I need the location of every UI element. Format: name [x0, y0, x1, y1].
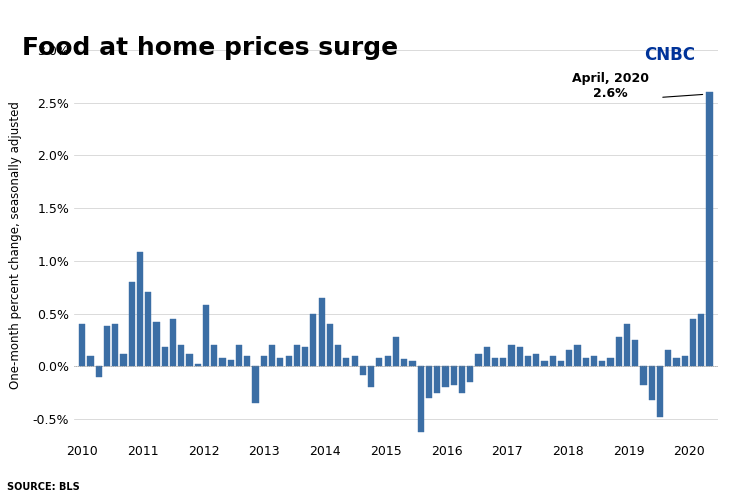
Bar — [484, 347, 490, 366]
Bar — [682, 356, 688, 366]
Bar — [260, 356, 267, 366]
Bar — [451, 366, 457, 385]
Bar — [211, 345, 218, 366]
Bar — [377, 358, 383, 366]
Bar — [104, 326, 110, 366]
Bar — [443, 366, 448, 388]
Bar — [632, 340, 639, 366]
Bar — [500, 358, 506, 366]
Bar — [121, 354, 127, 366]
Bar — [162, 347, 168, 366]
Bar — [550, 356, 556, 366]
Bar — [566, 350, 572, 366]
Bar — [129, 282, 135, 366]
Bar — [417, 366, 424, 432]
Bar — [294, 345, 300, 366]
Bar — [574, 345, 581, 366]
Bar — [699, 314, 704, 366]
Bar — [649, 366, 655, 400]
Bar — [608, 358, 613, 366]
Bar — [467, 366, 474, 382]
Bar — [409, 361, 415, 366]
Bar — [145, 292, 152, 366]
Bar — [517, 347, 522, 366]
Bar — [252, 366, 259, 403]
Bar — [707, 92, 713, 366]
Bar — [87, 356, 93, 366]
Bar — [310, 314, 317, 366]
Y-axis label: One-month percent change, seasonally adjusted: One-month percent change, seasonally adj… — [9, 101, 21, 389]
Bar — [286, 356, 292, 366]
Bar — [640, 366, 647, 385]
Bar — [368, 366, 374, 388]
Bar — [269, 345, 275, 366]
Bar — [203, 305, 209, 366]
Bar — [343, 358, 349, 366]
Bar — [459, 366, 465, 392]
Bar — [657, 366, 663, 417]
Bar — [228, 360, 234, 366]
Bar — [665, 350, 671, 366]
Bar — [558, 361, 564, 366]
Bar — [393, 336, 399, 366]
Bar — [525, 356, 531, 366]
Bar — [475, 354, 482, 366]
Bar — [624, 324, 630, 366]
Bar — [327, 324, 333, 366]
Bar — [112, 324, 118, 366]
Bar — [591, 356, 597, 366]
Text: Food at home prices surge: Food at home prices surge — [22, 36, 398, 60]
Bar — [599, 361, 605, 366]
Bar — [434, 366, 440, 392]
Bar — [186, 354, 192, 366]
Bar — [352, 356, 357, 366]
Text: SOURCE: BLS: SOURCE: BLS — [7, 482, 80, 492]
Bar — [401, 359, 407, 366]
Bar — [195, 364, 201, 366]
Text: April, 2020
2.6%: April, 2020 2.6% — [572, 72, 649, 101]
Bar — [178, 345, 184, 366]
Text: CNBC: CNBC — [645, 46, 695, 64]
Bar — [690, 319, 696, 366]
Bar — [153, 322, 160, 366]
Bar — [673, 358, 679, 366]
Bar — [533, 354, 539, 366]
Bar — [508, 345, 514, 366]
Bar — [95, 366, 102, 377]
Bar — [542, 361, 548, 366]
Bar — [492, 358, 498, 366]
Bar — [582, 358, 589, 366]
Bar — [236, 345, 242, 366]
Bar — [79, 324, 85, 366]
Bar — [385, 356, 391, 366]
Bar — [318, 298, 325, 366]
Bar — [616, 336, 622, 366]
Bar — [137, 252, 143, 366]
Bar — [170, 319, 176, 366]
Bar — [302, 347, 308, 366]
Bar — [425, 366, 432, 398]
Bar — [335, 345, 341, 366]
Bar — [360, 366, 366, 374]
Bar — [220, 358, 226, 366]
Bar — [278, 358, 283, 366]
Bar — [244, 356, 250, 366]
